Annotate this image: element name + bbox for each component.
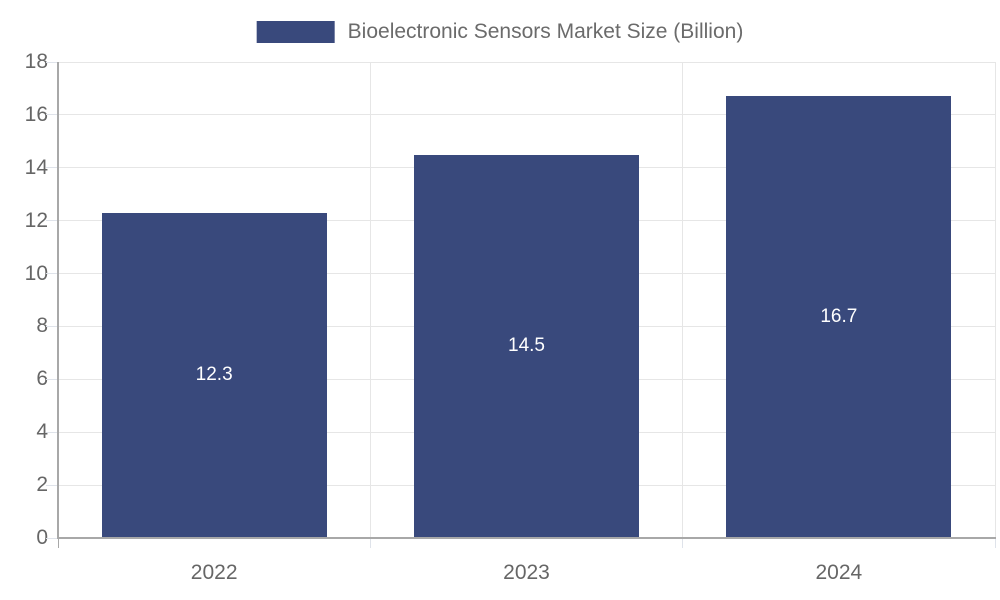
v-gridline <box>369 62 371 538</box>
y-axis-tick <box>46 114 58 116</box>
x-axis-tick <box>57 538 59 548</box>
bar-2023[interactable]: 14.5 <box>414 154 639 538</box>
legend-swatch <box>256 21 335 43</box>
bar-value-label: 14.5 <box>508 335 545 357</box>
x-axis-line <box>57 537 996 539</box>
y-axis-tick-label: 16 <box>24 102 48 126</box>
y-axis-tick-label: 4 <box>36 420 48 444</box>
h-gridline <box>58 114 995 116</box>
y-axis-tick-label: 6 <box>36 367 48 391</box>
y-axis-tick <box>46 431 58 433</box>
y-axis-tick <box>46 484 58 486</box>
y-axis-tick <box>46 61 58 63</box>
y-axis-tick-label: 12 <box>24 208 48 232</box>
h-gridline <box>58 61 995 63</box>
legend-label: Bioelectronic Sensors Market Size (Billi… <box>347 20 744 43</box>
bar-value-label: 12.3 <box>195 364 233 386</box>
bar-value-label: 16.7 <box>820 306 858 328</box>
y-axis-tick-label: 2 <box>36 473 48 497</box>
x-axis-tick <box>994 538 996 548</box>
v-gridline <box>682 62 684 538</box>
x-axis-tick <box>369 538 371 548</box>
bar-2022[interactable]: 12.3 <box>101 212 327 538</box>
y-axis-tick-label: 8 <box>36 314 48 338</box>
plot-area: 12.3 14.5 16.7 <box>46 61 996 548</box>
x-axis-tick-label: 2024 <box>815 561 863 584</box>
y-axis-tick <box>46 167 58 169</box>
y-axis-tick <box>46 273 58 275</box>
y-axis-tick <box>46 325 58 327</box>
bar-2024[interactable]: 16.7 <box>726 96 952 538</box>
legend-item[interactable]: Bioelectronic Sensors Market Size (Billi… <box>256 20 744 44</box>
y-axis-tick <box>46 378 58 380</box>
x-axis-tick-label: 2023 <box>503 561 550 584</box>
y-axis-tick <box>46 537 58 539</box>
x-axis-tick-label: 2022 <box>190 561 238 584</box>
v-gridline <box>994 62 996 538</box>
y-axis-tick <box>46 220 58 222</box>
y-axis-line <box>57 62 59 538</box>
y-axis-tick-label: 14 <box>24 155 48 179</box>
y-axis-tick-label: 10 <box>24 261 48 285</box>
x-axis-tick <box>682 538 684 548</box>
y-axis-tick-label: 18 <box>24 50 48 73</box>
y-axis-tick-label: 0 <box>36 526 48 549</box>
